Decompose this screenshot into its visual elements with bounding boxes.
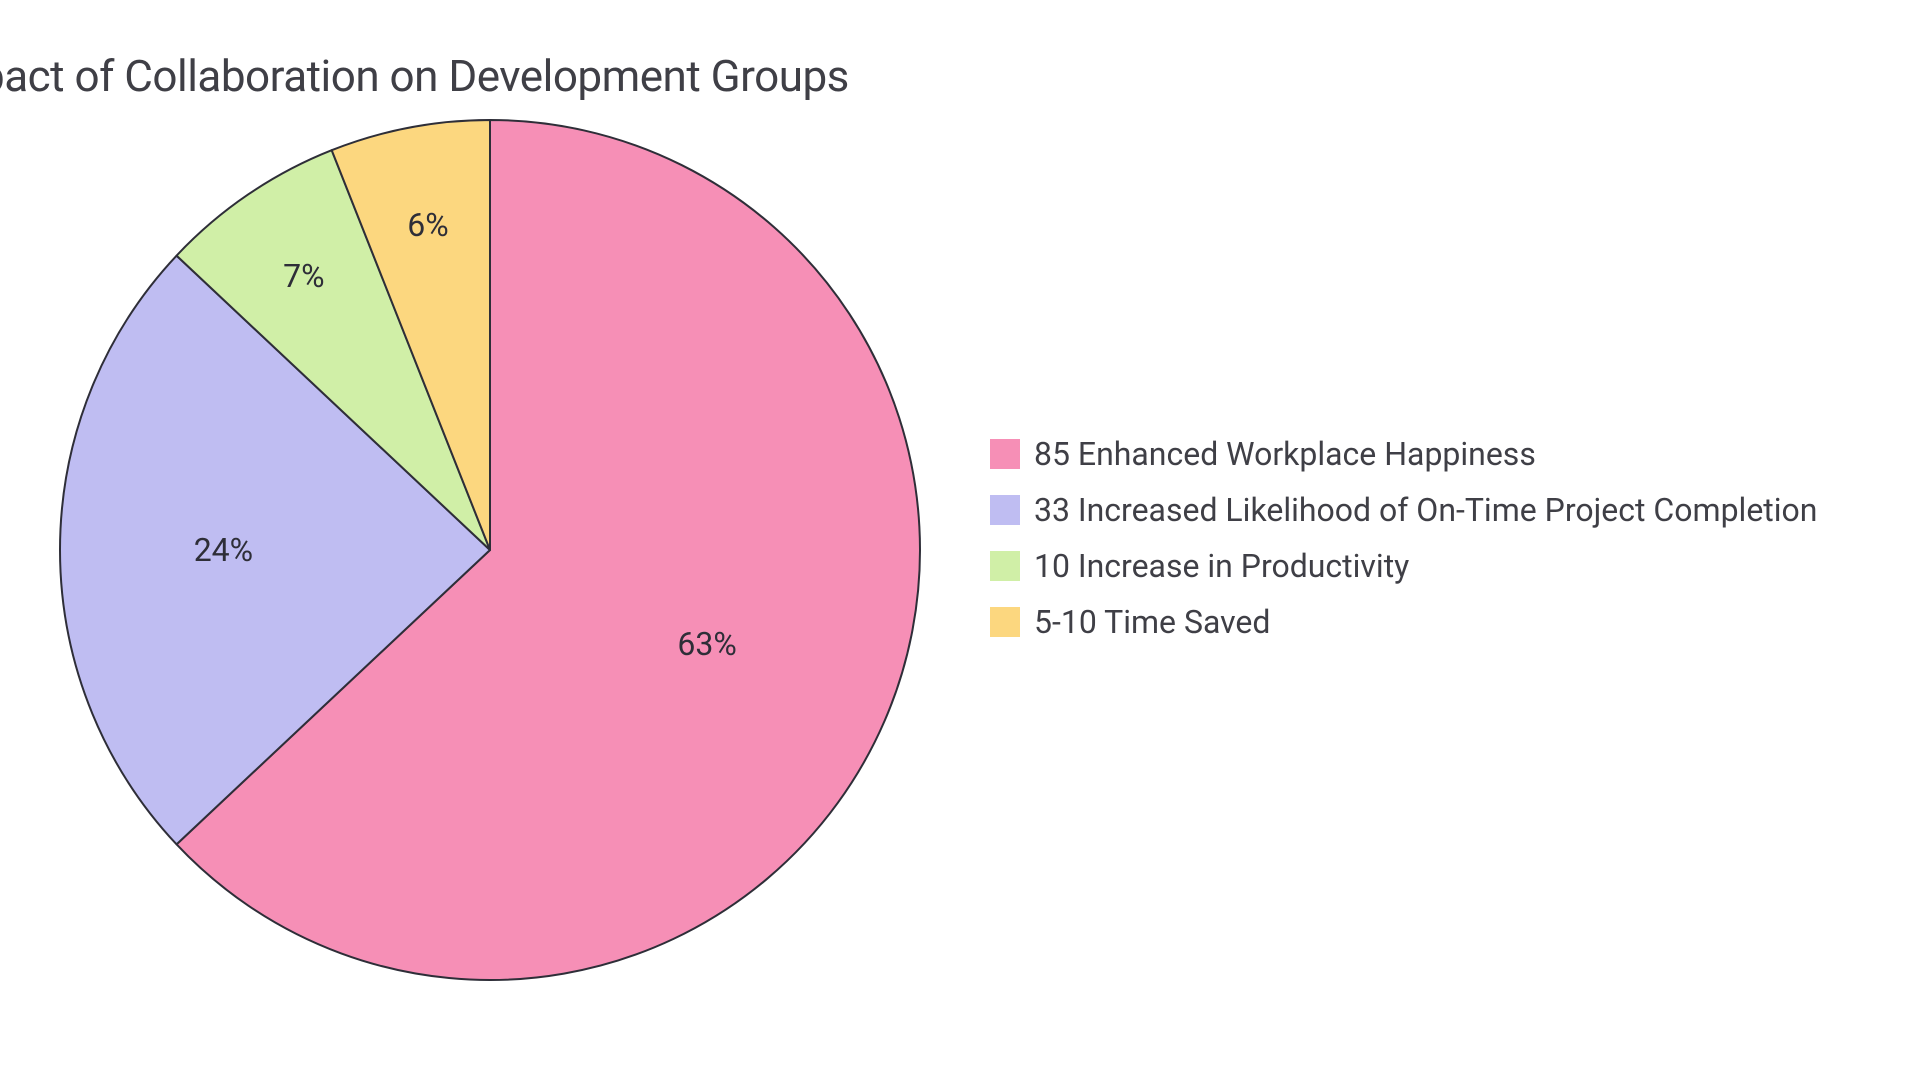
legend: 85 Enhanced Workplace Happiness 33 Increa…	[990, 435, 1817, 641]
legend-swatch	[990, 495, 1020, 525]
legend-swatch	[990, 551, 1020, 581]
legend-item: 33 Increased Likelihood of On-Time Proje…	[990, 491, 1817, 529]
pie-chart	[56, 116, 924, 984]
legend-swatch	[990, 607, 1020, 637]
chart-title: pact of Collaboration on Development Gro…	[0, 50, 849, 102]
legend-item: 85 Enhanced Workplace Happiness	[990, 435, 1817, 473]
legend-swatch	[990, 439, 1020, 469]
legend-label: 33 Increased Likelihood of On-Time Proje…	[1034, 491, 1817, 529]
legend-label: 5-10 Time Saved	[1034, 603, 1270, 641]
legend-label: 85 Enhanced Workplace Happiness	[1034, 435, 1536, 473]
pie-svg	[56, 116, 924, 984]
slice-label: 63%	[677, 625, 736, 663]
slice-label: 7%	[283, 257, 324, 295]
legend-item: 10 Increase in Productivity	[990, 547, 1817, 585]
legend-item: 5-10 Time Saved	[990, 603, 1817, 641]
legend-label: 10 Increase in Productivity	[1034, 547, 1409, 585]
slice-label: 24%	[194, 531, 253, 569]
slice-label: 6%	[407, 206, 448, 244]
